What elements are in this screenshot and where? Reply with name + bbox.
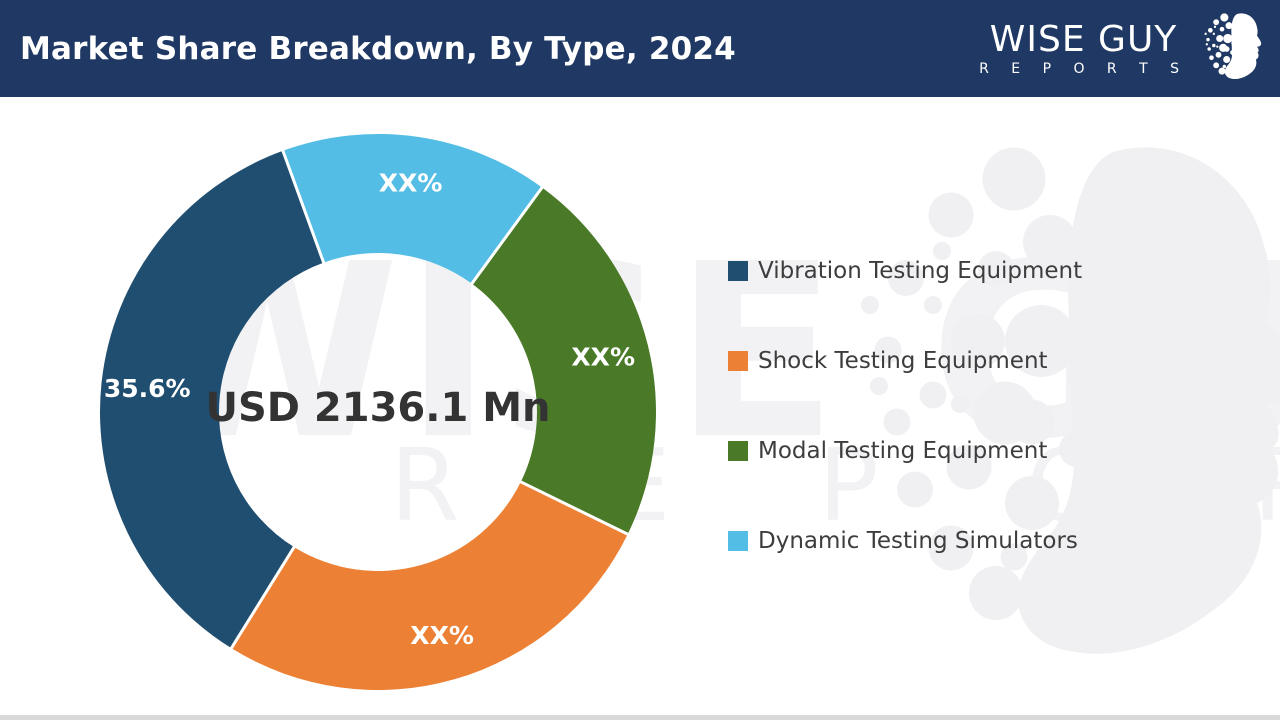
legend-swatch-icon (728, 351, 748, 371)
legend-item-modal-testing-equipment: Modal Testing Equipment (728, 437, 1082, 465)
donut-chart: XX% XX% XX% 35.6% USD 2136.1 Mn (99, 134, 656, 690)
slice-value-label-shock-testing-equipment: XX% (410, 621, 474, 650)
slice-value-label-modal-testing-equipment: XX% (571, 342, 635, 371)
brand-logo: WISE GUY R E P O R T S (979, 8, 1264, 90)
legend-item-dynamic-testing-simulators: Dynamic Testing Simulators (728, 527, 1082, 555)
slice-separator (229, 545, 296, 650)
footer-accent-bar (0, 715, 1280, 720)
legend-label: Modal Testing Equipment (758, 438, 1048, 464)
header-bar: Market Share Breakdown, By Type, 2024 WI… (0, 0, 1280, 97)
slice-separator (470, 185, 544, 286)
brand-logo-text: WISE GUY R E P O R T S (979, 18, 1188, 77)
chart-legend: Vibration Testing Equipment Shock Testin… (728, 257, 1082, 555)
slice-value-label-vibration-testing-equipment: 35.6% (104, 374, 191, 403)
legend-swatch-icon (728, 531, 748, 551)
donut-slice-modal-testing-equipment (471, 187, 656, 535)
legend-swatch-icon (728, 441, 748, 461)
legend-label: Dynamic Testing Simulators (758, 528, 1078, 554)
donut-slice-dynamic-testing-simulators (282, 134, 543, 284)
chart-area: WISE GUY R E P O R T S XX%XX%XX%35.6% US… (0, 97, 1280, 720)
donut-slice-shock-testing-equipment (231, 481, 628, 690)
slice-separator (519, 480, 630, 537)
brand-logo-name: WISE GUY (989, 18, 1178, 60)
donut-center-value: USD 2136.1 Mn (206, 385, 551, 431)
donut-slice-vibration-testing-equipment (99, 150, 324, 649)
brand-face-icon (1204, 12, 1262, 79)
slice-separator (281, 149, 326, 265)
brand-logo-subtitle: R E P O R T S (979, 60, 1188, 77)
legend-label: Shock Testing Equipment (758, 348, 1048, 374)
legend-label: Vibration Testing Equipment (758, 258, 1083, 284)
page-title: Market Share Breakdown, By Type, 2024 (20, 30, 736, 67)
legend-swatch-icon (728, 261, 748, 281)
legend-item-vibration-testing-equipment: Vibration Testing Equipment (728, 257, 1082, 285)
legend-item-shock-testing-equipment: Shock Testing Equipment (728, 347, 1082, 375)
slice-value-label-dynamic-testing-simulators: XX% (379, 168, 443, 197)
